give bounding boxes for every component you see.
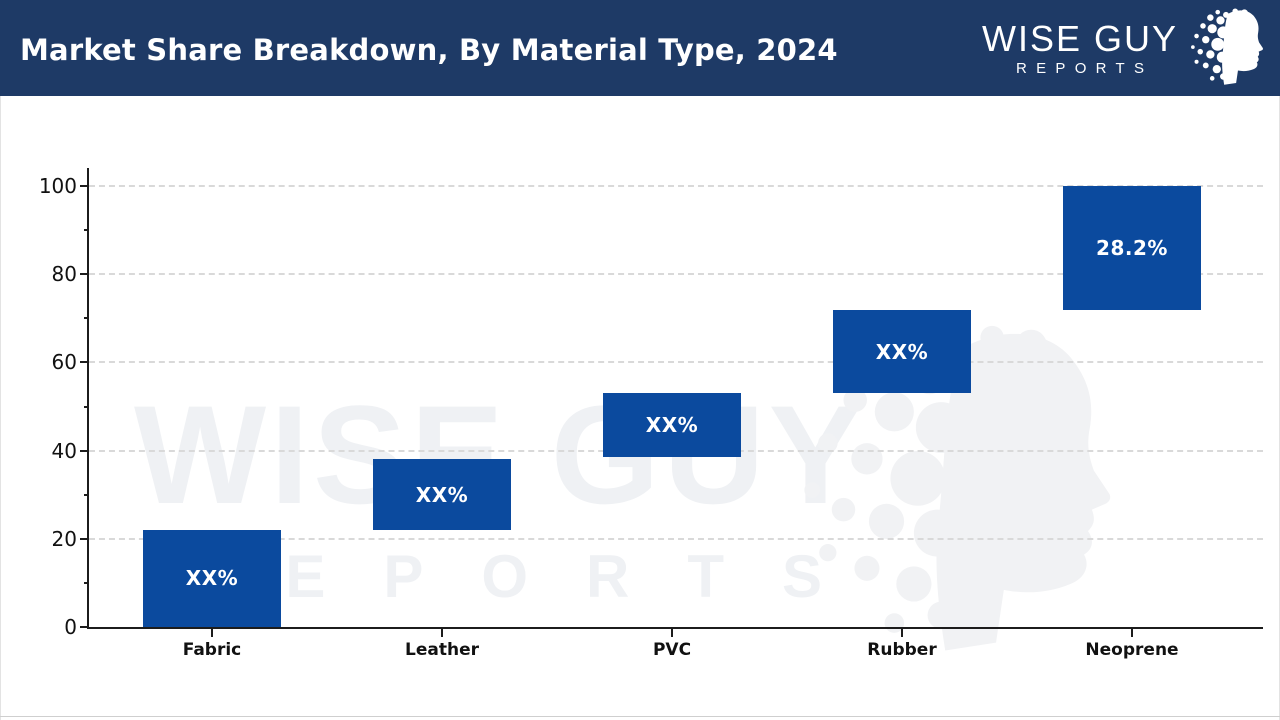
x-axis-category-label: Rubber [867, 640, 937, 660]
bar-value-label: 28.2% [1096, 236, 1168, 261]
y-axis-minor-tick [84, 493, 89, 496]
x-axis-category-label: PVC [652, 640, 692, 660]
bar-leather: XX% [373, 459, 511, 530]
x-axis-tick [901, 629, 903, 637]
logo-wordmark: WISE GUY [981, 17, 1178, 59]
x-axis-category-label: Neoprene [1085, 640, 1179, 660]
bottom-divider [0, 716, 1280, 717]
bar-value-label: XX% [415, 482, 469, 507]
y-axis-tick-label: 20 [51, 526, 77, 551]
y-axis-tick-label: 0 [64, 615, 77, 639]
y-axis-minor-tick [84, 229, 89, 232]
bar-neoprene: 28.2% [1063, 186, 1201, 311]
y-axis-tick-label: 100 [38, 174, 77, 198]
logo-text: WISE GUY REPORTS [981, 17, 1178, 77]
y-axis-tick-label: 40 [51, 438, 77, 463]
x-axis-tick [671, 629, 673, 637]
gridline-20 [89, 537, 1263, 540]
gridline-100 [89, 185, 1263, 187]
head-profile-icon [1191, 8, 1263, 85]
gridline-80 [89, 273, 1263, 276]
y-axis-minor-tick [84, 317, 89, 320]
x-axis-tick [1131, 629, 1133, 637]
y-axis-tick [80, 361, 89, 364]
y-axis-line [87, 168, 89, 629]
bar-pvc: XX% [603, 393, 741, 458]
page-title: Market Share Breakdown, By Material Type… [20, 33, 838, 67]
chart-canvas: WISE GUY REPORTS 0 20 40 60 80 100 XX% Fabric XX… [0, 96, 1280, 720]
y-axis-tick [80, 449, 89, 452]
x-axis-tick [211, 629, 213, 637]
watermark-subtitle: REPORTS [184, 543, 881, 610]
y-axis-tick [80, 185, 89, 187]
bar-fabric: XX% [143, 529, 281, 627]
wise-guy-reports-logo: WISE GUY REPORTS [982, 4, 1272, 92]
x-axis-line [87, 627, 1263, 629]
bar-value-label: XX% [185, 566, 239, 591]
y-axis-tick-label: 80 [51, 262, 77, 287]
bar-value-label: XX% [875, 339, 929, 364]
y-axis-tick [80, 626, 89, 628]
x-axis-category-label: Leather [405, 640, 479, 660]
bar-value-label: XX% [645, 413, 699, 438]
bar-rubber: XX% [833, 310, 971, 394]
y-axis-tick-label: 60 [51, 350, 77, 375]
x-axis-tick [441, 629, 443, 637]
gridline-60 [89, 361, 1263, 364]
y-axis-tick [80, 273, 89, 276]
y-axis-tick [80, 537, 89, 540]
header: Market Share Breakdown, By Material Type… [0, 0, 1280, 96]
y-axis-minor-tick [84, 581, 89, 584]
y-axis-minor-tick [84, 405, 89, 408]
logo-subtitle: REPORTS [1015, 59, 1154, 77]
x-axis-category-label: Fabric [182, 640, 242, 660]
